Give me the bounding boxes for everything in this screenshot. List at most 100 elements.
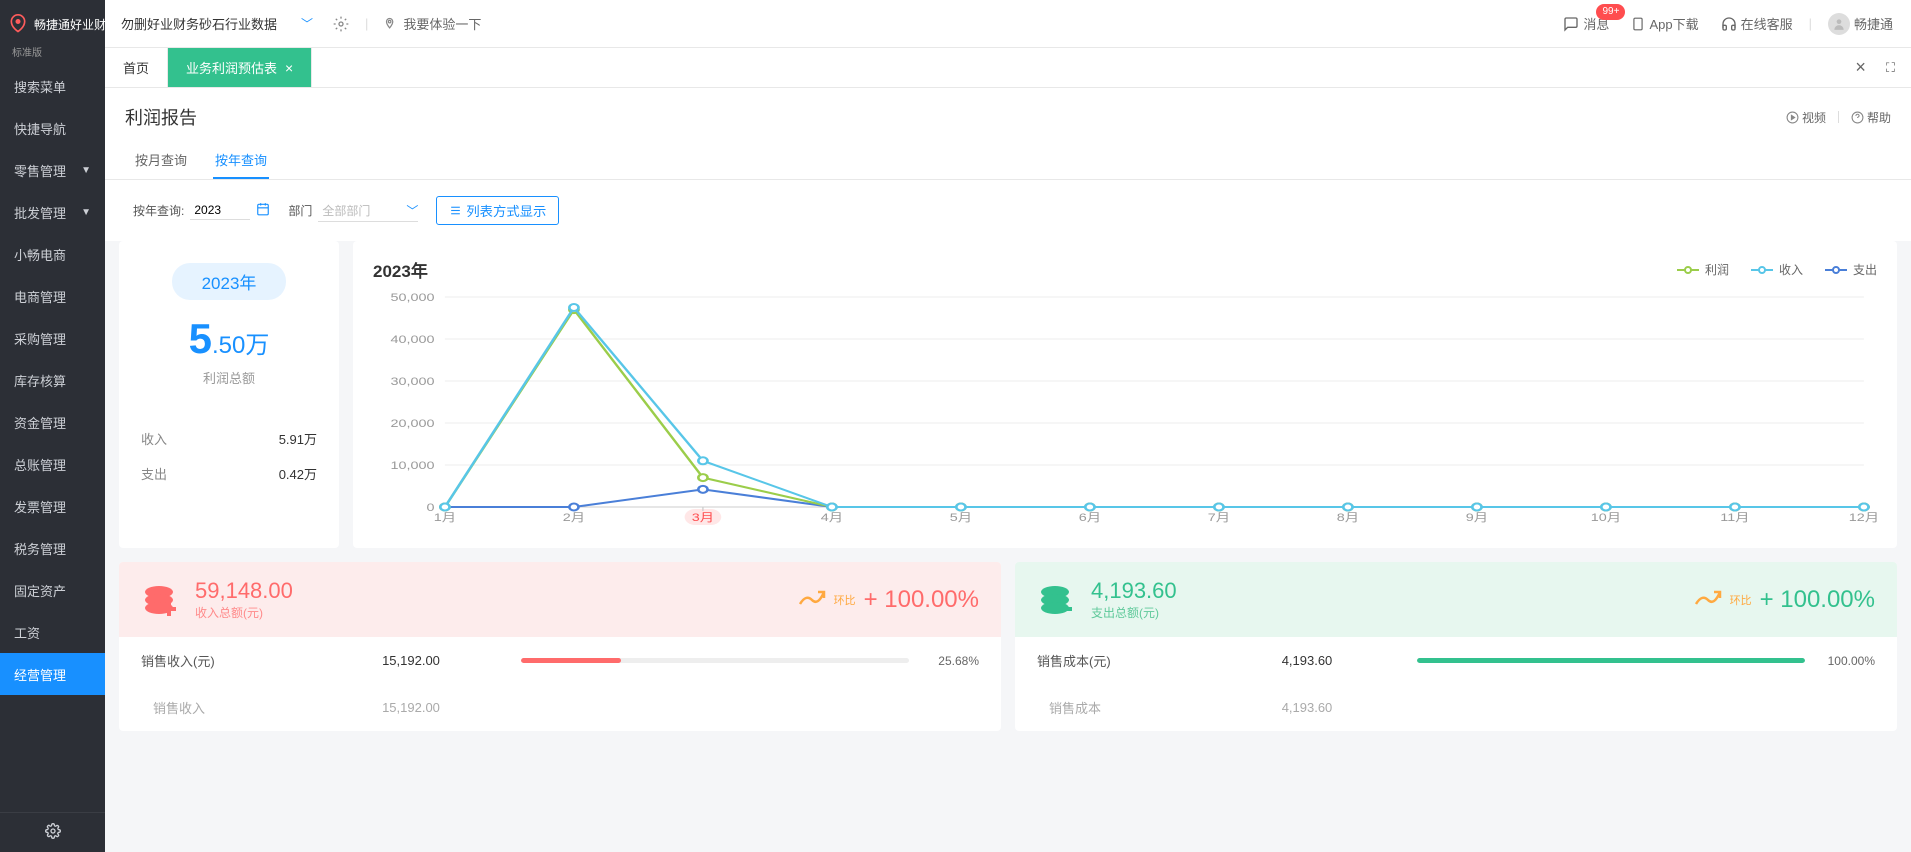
svg-text:2月: 2月 xyxy=(563,511,585,524)
sidebar: 畅捷通好业财 标准版 搜索菜单快捷导航零售管理▼批发管理▼小畅电商电商管理采购管… xyxy=(0,0,105,852)
metric-value: 59,148.00 xyxy=(195,578,293,604)
sidebar-item-7[interactable]: 库存核算 xyxy=(0,359,105,401)
tab-profit-estimate[interactable]: 业务利润预估表 × xyxy=(168,48,312,87)
metric-pct: + 100.00% xyxy=(864,586,979,614)
metric-row-name: 销售收入 xyxy=(141,698,301,717)
stat-label: 收入 xyxy=(141,429,167,448)
summary-stat-row: 收入5.91万 xyxy=(135,421,323,456)
sidebar-item-4[interactable]: 小畅电商 xyxy=(0,233,105,275)
metric-banner: 4,193.60 支出总额(元) 环比 + 100.00% xyxy=(1015,562,1897,637)
stack-icon xyxy=(141,580,181,620)
list-mode-button[interactable]: 列表方式显示 xyxy=(436,196,559,225)
sidebar-item-label: 税务管理 xyxy=(14,539,66,558)
sidebar-item-label: 批发管理 xyxy=(14,203,66,222)
svg-text:20,000: 20,000 xyxy=(390,417,434,430)
org-name: 勿删好业财务砂石行业数据 xyxy=(121,14,277,33)
sidebar-item-10[interactable]: 发票管理 xyxy=(0,485,105,527)
legend-label: 利润 xyxy=(1705,261,1729,278)
metric-row-name: 销售成本 xyxy=(1037,698,1197,717)
metric-value: 4,193.60 xyxy=(1091,578,1177,604)
page-title: 利润报告 xyxy=(125,104,197,130)
svg-text:10,000: 10,000 xyxy=(390,459,434,472)
messages-button[interactable]: 消息 99+ xyxy=(1557,14,1615,33)
dept-selector[interactable]: 全部部门 ﹀ xyxy=(318,200,418,222)
sidebar-item-1[interactable]: 快捷导航 xyxy=(0,107,105,149)
tab-home[interactable]: 首页 xyxy=(105,48,168,87)
video-button[interactable]: 视频 xyxy=(1786,109,1826,126)
legend-dot-icon xyxy=(1832,266,1840,274)
app-label: App下载 xyxy=(1649,14,1698,33)
org-settings-button[interactable] xyxy=(327,16,355,32)
sidebar-item-label: 快捷导航 xyxy=(14,119,66,138)
video-label: 视频 xyxy=(1802,109,1826,126)
legend-item[interactable]: 利润 xyxy=(1677,261,1729,278)
svg-text:50,000: 50,000 xyxy=(390,292,434,304)
svg-text:12月: 12月 xyxy=(1849,511,1877,524)
svg-text:9月: 9月 xyxy=(1466,511,1488,524)
close-icon[interactable]: × xyxy=(285,60,293,76)
legend-item[interactable]: 收入 xyxy=(1751,261,1803,278)
year-input[interactable] xyxy=(190,201,250,220)
sidebar-item-13[interactable]: 工资 xyxy=(0,611,105,653)
trend-up-icon xyxy=(798,588,826,611)
progress-label: 25.68% xyxy=(919,654,979,668)
logo-icon xyxy=(8,14,28,34)
legend-item[interactable]: 支出 xyxy=(1825,261,1877,278)
metric-row-value: 4,193.60 xyxy=(1197,700,1417,715)
sidebar-item-11[interactable]: 税务管理 xyxy=(0,527,105,569)
sidebar-item-9[interactable]: 总账管理 xyxy=(0,443,105,485)
subtab-month[interactable]: 按月查询 xyxy=(133,142,189,179)
svg-text:1月: 1月 xyxy=(434,511,456,524)
income-metric-card: 59,148.00 收入总额(元) 环比 + 100.00% 销售收入(元) 1… xyxy=(119,562,1001,731)
fullscreen-button[interactable]: ⛶ xyxy=(1880,58,1901,78)
profit-total-label: 利润总额 xyxy=(135,368,323,387)
sidebar-item-0[interactable]: 搜索菜单 xyxy=(0,65,105,107)
help-label: 帮助 xyxy=(1867,109,1891,126)
year-filter-label: 按年查询: xyxy=(133,202,184,219)
chevron-down-icon: ▼ xyxy=(81,207,91,218)
calendar-icon[interactable] xyxy=(256,202,270,219)
logo-text: 畅捷通好业财 xyxy=(34,16,106,33)
sidebar-item-3[interactable]: 批发管理 ▼ xyxy=(0,191,105,233)
sidebar-item-14[interactable]: 经营管理 xyxy=(0,653,105,695)
svg-text:30,000: 30,000 xyxy=(390,375,434,388)
metric-detail-row: 销售收入 15,192.00 xyxy=(119,684,1001,731)
sidebar-item-2[interactable]: 零售管理▼ xyxy=(0,149,105,191)
subtab-year[interactable]: 按年查询 xyxy=(213,142,269,179)
metric-detail-row: 销售收入(元) 15,192.00 25.68% xyxy=(119,637,1001,684)
svg-text:40,000: 40,000 xyxy=(390,333,434,346)
summary-card: 2023年 5.50万 利润总额 收入5.91万支出0.42万 xyxy=(119,241,339,548)
try-button[interactable]: 我要体验一下 xyxy=(378,14,487,33)
sidebar-item-label: 发票管理 xyxy=(14,497,66,516)
content-scroll[interactable]: 利润报告 视频 帮助 按月查询 xyxy=(105,88,1911,852)
sidebar-item-6[interactable]: 采购管理 xyxy=(0,317,105,359)
topbar: 勿删好业财务砂石行业数据 ﹀ | 我要体验一下 消息 99+ App下载 xyxy=(105,0,1911,48)
progress-fill xyxy=(1417,658,1805,663)
sidebar-item-label: 工资 xyxy=(14,623,40,642)
user-menu[interactable]: 畅捷通 xyxy=(1822,13,1899,35)
tab-home-label: 首页 xyxy=(123,58,149,77)
metric-pct: + 100.00% xyxy=(1760,586,1875,614)
help-button[interactable]: 帮助 xyxy=(1851,109,1891,126)
sidebar-settings[interactable] xyxy=(0,812,105,852)
sidebar-item-5[interactable]: 电商管理 xyxy=(0,275,105,317)
chevron-down-icon: ﹀ xyxy=(406,202,418,219)
svg-text:3月: 3月 xyxy=(692,511,714,524)
tab-close-all[interactable]: × xyxy=(1849,55,1872,80)
sidebar-item-label: 搜索菜单 xyxy=(14,77,66,96)
cs-label: 在线客服 xyxy=(1741,14,1793,33)
sidebar-item-12[interactable]: 固定资产 xyxy=(0,569,105,611)
sidebar-item-8[interactable]: 资金管理 xyxy=(0,401,105,443)
progress-bar xyxy=(1417,658,1805,663)
customer-service-button[interactable]: 在线客服 xyxy=(1715,14,1799,33)
gear-icon xyxy=(45,823,61,842)
metric-label: 支出总额(元) xyxy=(1091,604,1177,621)
stat-value: 0.42万 xyxy=(279,464,317,483)
sidebar-item-label: 库存核算 xyxy=(14,371,66,390)
logo: 畅捷通好业财 xyxy=(0,0,105,48)
app-download-button[interactable]: App下载 xyxy=(1625,14,1704,33)
stat-label: 支出 xyxy=(141,464,167,483)
org-selector[interactable]: 勿删好业财务砂石行业数据 ﹀ xyxy=(117,14,317,33)
messages-badge: 99+ xyxy=(1596,4,1625,20)
profit-total-value: 5.50万 xyxy=(135,318,323,360)
